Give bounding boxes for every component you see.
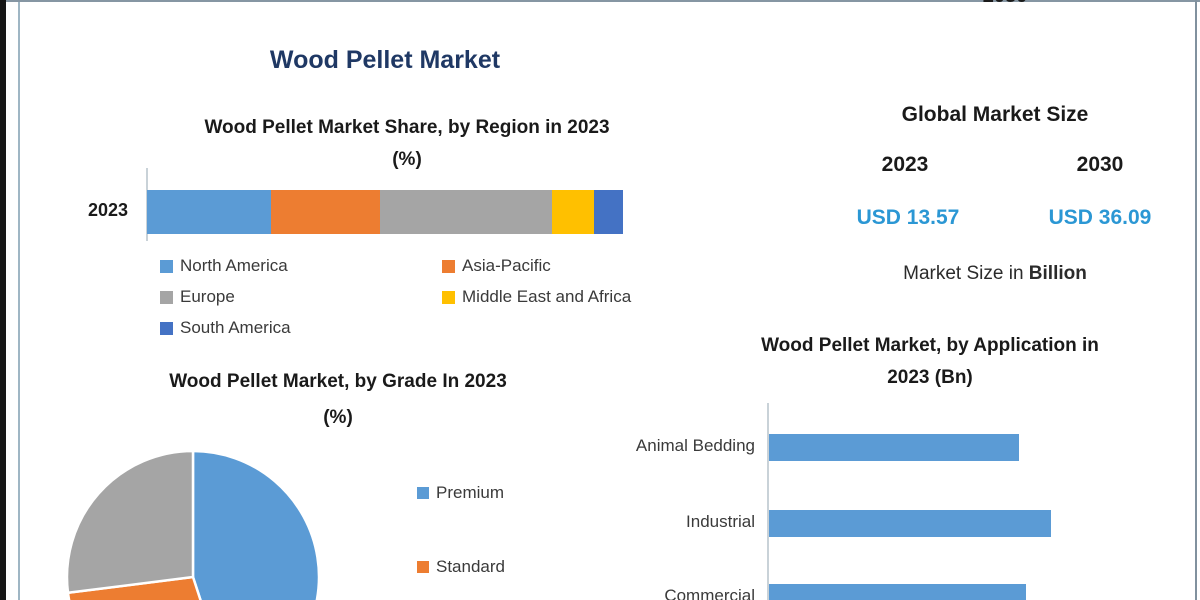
region-bar-segment-2 — [380, 190, 552, 234]
market-size-footnote: Market Size in Billion — [845, 263, 1145, 285]
region-bar-segment-4 — [594, 190, 623, 234]
application-bar-1 — [769, 510, 1051, 537]
application-chart-title-line2: 2023 (Bn) — [887, 367, 973, 388]
legend-label: Europe — [180, 287, 235, 306]
legend-swatch-icon — [160, 259, 173, 273]
grade-chart-subtitle: (%) — [323, 407, 353, 428]
application-bar-2 — [769, 584, 1026, 600]
region-bar-segment-0 — [147, 190, 271, 234]
legend-swatch-icon — [417, 487, 429, 499]
right-border-line — [1195, 0, 1197, 600]
legend-label: Asia-Pacific — [462, 256, 551, 275]
region-chart-subtitle: (%) — [392, 149, 422, 170]
cropped-year-text: 2030 — [975, 0, 1035, 8]
grade-pie-slice-0 — [191, 449, 321, 600]
region-chart-category-label: 2023 — [87, 200, 128, 220]
legend-swatch-icon — [442, 290, 455, 304]
market-size-year-2023: 2023 — [881, 153, 929, 176]
legend-label: South America — [180, 318, 291, 337]
grade-pie-slice-1 — [66, 575, 202, 600]
region-legend-item: Asia-Pacific — [442, 255, 551, 277]
legend-label: North America — [180, 256, 288, 275]
region-legend-item: Europe — [160, 286, 235, 308]
top-border-line — [6, 0, 1200, 2]
grade-chart-title: Wood Pellet Market, by Grade In 2023 — [169, 371, 507, 392]
page-title: Wood Pellet Market — [269, 46, 501, 74]
left-border-strip — [0, 0, 6, 600]
grade-pie-chart — [64, 448, 322, 600]
region-legend-item: South America — [160, 317, 291, 339]
market-size-year-2030: 2030 — [1076, 153, 1124, 176]
application-category-label: Industrial — [686, 512, 755, 531]
legend-swatch-icon — [417, 561, 429, 573]
legend-swatch-icon — [442, 259, 455, 273]
region-legend-item: North America — [160, 255, 288, 277]
region-bar-segment-3 — [551, 190, 595, 234]
application-chart-title-line1: Wood Pellet Market, by Application in — [761, 335, 1099, 356]
region-stacked-bar — [147, 190, 623, 234]
region-chart-title: Wood Pellet Market Share, by Region in 2… — [204, 117, 610, 138]
market-size-title: Global Market Size — [901, 103, 1089, 126]
application-bar-0 — [769, 434, 1019, 461]
legend-swatch-icon — [160, 290, 173, 304]
left-border-line — [18, 0, 20, 600]
grade-pie-slice-2 — [65, 449, 195, 595]
application-category-label: Commercial — [664, 586, 755, 600]
legend-swatch-icon — [160, 321, 173, 335]
region-bar-segment-1 — [270, 190, 381, 234]
market-size-value-2030: USD 36.09 — [1048, 206, 1152, 229]
application-chart-axis — [767, 403, 769, 600]
application-category-label: Animal Bedding — [635, 436, 755, 455]
market-size-footnote-regular: Market Size in — [903, 263, 1029, 284]
region-legend-item: Middle East and Africa — [442, 286, 631, 308]
grade-legend-item: Standard — [417, 556, 505, 578]
legend-label: Premium — [436, 483, 505, 502]
legend-label: Standard — [436, 557, 505, 576]
legend-label: Middle East and Africa — [462, 287, 632, 306]
market-size-value-2023: USD 13.57 — [856, 206, 960, 229]
grade-legend-item: Premium — [417, 482, 504, 504]
market-size-footnote-bold: Billion — [1028, 263, 1087, 284]
